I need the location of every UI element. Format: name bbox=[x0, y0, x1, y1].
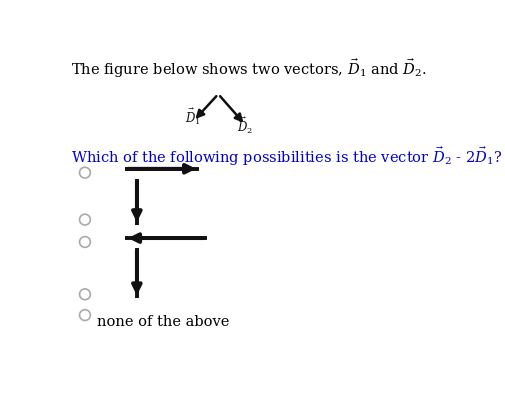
Text: none of the above: none of the above bbox=[97, 315, 229, 328]
Text: The figure below shows two vectors, $\vec{D}_1$ and $\vec{D}_2$.: The figure below shows two vectors, $\ve… bbox=[71, 57, 426, 79]
Text: $\vec{D}_2$: $\vec{D}_2$ bbox=[236, 116, 252, 136]
Text: Which of the following possibilities is the vector $\vec{D}_2$ - 2$\vec{D}_1$?: Which of the following possibilities is … bbox=[71, 145, 501, 168]
Text: $\vec{D}_1$: $\vec{D}_1$ bbox=[185, 107, 201, 126]
